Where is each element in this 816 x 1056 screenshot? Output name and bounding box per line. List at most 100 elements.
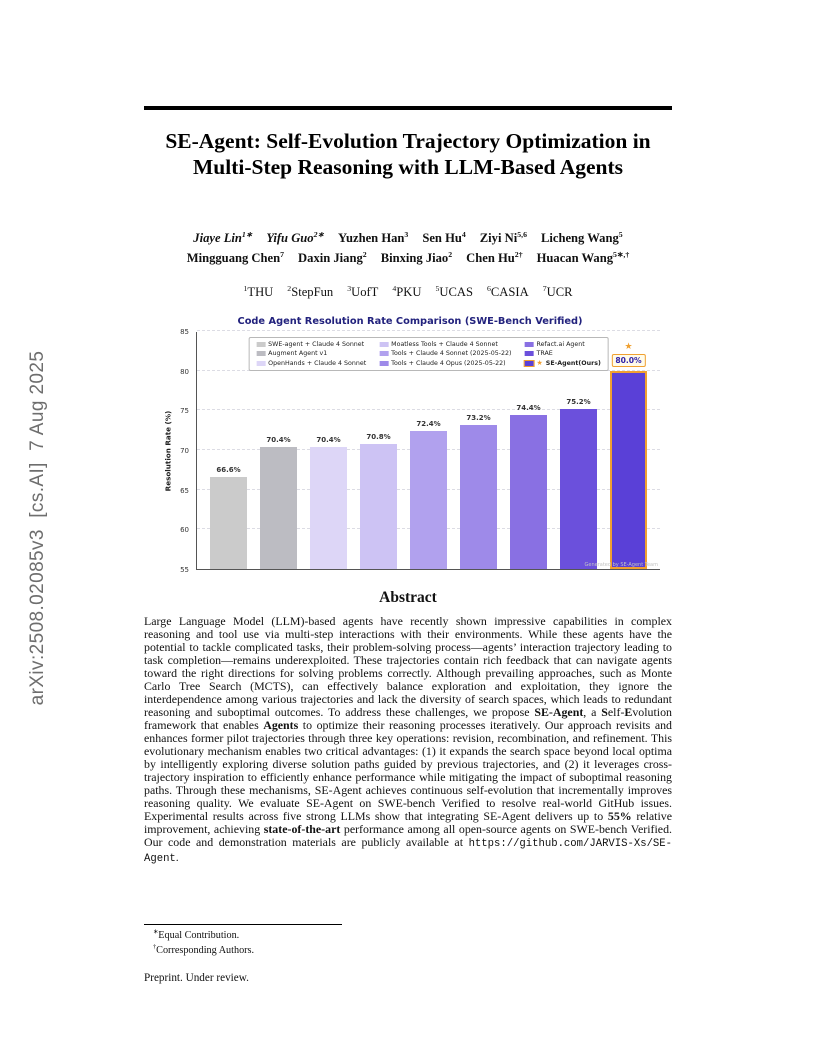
legend-item: ★ SE-Agent(Ours): [523, 359, 601, 367]
legend-item: Tools + Claude 4 Opus (2025-05-22): [379, 359, 511, 367]
author-name: Licheng Wang5: [540, 229, 623, 245]
bar-value-label: 74.4%: [516, 404, 541, 413]
author-name: Sen Hu4: [422, 229, 466, 245]
paper-title-line2: Multi-Step Reasoning with LLM-Based Agen…: [192, 155, 624, 179]
author-block: Jiaye Lin1∗ Yifu Guo2∗ Yuzhen Han3 Sen Hu4 Z…: [84, 229, 732, 271]
author-name: Huacan Wang5∗,†: [536, 249, 630, 265]
abstract-segment: to optimize their reasoning processes it…: [144, 718, 672, 823]
abstract-text: Large Language Model (LLM)-based agents …: [144, 615, 672, 866]
affiliation: 7UCR: [542, 283, 573, 299]
author-name: Jiaye Lin1∗: [193, 229, 253, 245]
legend-label: Moatless Tools + Claude 4 Sonnet: [391, 341, 498, 348]
chart-bar: [410, 430, 447, 569]
affiliation: 2StepFun: [287, 283, 334, 299]
legend-label: Refact.ai Agent: [536, 341, 585, 348]
affiliation: 5UCAS: [435, 283, 473, 299]
bar-value-label: 70.8%: [366, 432, 391, 441]
chart-bar-group: 72.4%: [410, 332, 447, 569]
chart-y-ticks: 55 60 65 70 75 80 85: [170, 328, 192, 574]
chart-bar-group: 70.4%: [310, 332, 347, 569]
paper-title: SE-Agent: Self-Evolution Trajectory Opti…: [84, 128, 732, 180]
chart-bar: [510, 415, 547, 569]
y-tick-label: 55: [180, 566, 189, 574]
chart-bar-group: 66.6%: [210, 332, 247, 569]
abstract-segment: E: [624, 705, 633, 719]
abstract-segment: , a: [583, 705, 602, 719]
chart-bar: [560, 408, 597, 569]
legend-swatch: [379, 360, 389, 366]
footnotes: ∗Equal Contribution. †Corresponding Autho…: [144, 929, 672, 958]
y-tick-label: 70: [180, 447, 189, 455]
bar-value-label: 75.2%: [566, 397, 591, 406]
legend-item: Refact.ai Agent: [524, 341, 601, 348]
y-tick-label: 65: [180, 486, 189, 495]
y-tick-label: 75: [180, 407, 189, 416]
legend-item: Moatless Tools + Claude 4 Sonnet: [379, 341, 511, 348]
affiliation: 6CASIA: [486, 283, 529, 299]
legend-item: Augment Agent v1: [256, 350, 366, 357]
abstract-segment: volution framework that enables: [144, 705, 672, 732]
abstract-segment: performance among all open-source agents…: [144, 822, 672, 849]
legend-item: OpenHands + Claude 4 Sonnet: [256, 359, 366, 367]
affiliation-row: 1THU 2StepFun 3UofT 4PKU 5UCAS 6CASIA 7UCR: [84, 283, 732, 300]
abstract-segment: SE-Agent: [534, 705, 584, 719]
legend-swatch: [256, 351, 266, 356]
affiliation: 1THU: [243, 283, 274, 299]
legend-item: TRAE: [524, 350, 601, 357]
abstract-heading: Abstract: [379, 589, 437, 606]
gridline: [197, 409, 660, 411]
chart-bar: [460, 424, 497, 569]
author-name: Mingguang Chen7: [186, 249, 285, 265]
bar-value-label: 80.0%: [611, 353, 646, 367]
abstract-segment: Agents: [263, 718, 299, 732]
github-link[interactable]: https://github.com/JARVIS-Xs/SE-Agent: [144, 838, 672, 865]
y-tick-label: 80: [180, 367, 189, 376]
chart-bars: 66.6% 70.4% 70.4% 70.8% 72.4% 73.2% 74.4% 75.2%…: [197, 332, 660, 569]
author-row-2: Mingguang Chen7 Daxin Jiang2 Binxing Jiao2…: [84, 249, 732, 266]
abstract-segment: state-of-the-art: [263, 822, 341, 836]
legend-label: Augment Agent v1: [268, 350, 328, 357]
author-name: Binxing Jiao2: [380, 249, 453, 265]
chart-title: Code Agent Resolution Rate Comparison (S…: [237, 316, 583, 327]
chart-watermark-text: Generated by SE-Agent Team: [584, 562, 658, 568]
legend-label: OpenHands + Claude 4 Sonnet: [268, 359, 367, 367]
abstract-segment: Large Language Model (LLM)-based agents …: [144, 614, 672, 719]
chart-bar-group: 80.0% ★: [610, 332, 647, 569]
star-icon: ★: [624, 341, 633, 352]
legend-swatch: [524, 351, 534, 356]
title-rule: [144, 106, 672, 110]
chart-bar: [610, 370, 647, 569]
legend-label: TRAE: [536, 350, 553, 357]
results-chart-figure: Code Agent Resolution Rate Comparison (S…: [150, 316, 670, 574]
gridline: [197, 330, 660, 331]
chart-bar-group: 74.4%: [510, 332, 547, 569]
abstract-segment: 55%: [607, 809, 632, 823]
chart-bar: [310, 446, 347, 569]
author-name: Yifu Guo2∗: [266, 229, 325, 245]
author-name: Ziyi Ni5,6: [479, 229, 527, 245]
legend-label: Tools + Claude 4 Opus (2025-05-22): [391, 359, 506, 367]
star-icon: ★: [536, 359, 543, 367]
footnote: †Corresponding Authors.: [153, 943, 255, 956]
chart-bar: [360, 443, 397, 569]
author-row-1: Jiaye Lin1∗ Yifu Guo2∗ Yuzhen Han3 Sen Hu4 Z…: [84, 229, 732, 246]
chart-bar: [260, 446, 297, 569]
footnote: ∗Equal Contribution.: [153, 928, 240, 941]
author-name: Daxin Jiang2: [298, 249, 367, 265]
legend-swatch: [379, 351, 389, 356]
abstract-segment: elf-: [607, 705, 625, 719]
author-name: Yuzhen Han3: [338, 229, 409, 245]
author-name: Chen Hu2†: [466, 249, 523, 265]
legend-swatch: [523, 359, 535, 367]
chart-plot-area: 66.6% 70.4% 70.4% 70.8% 72.4% 73.2% 74.4% 75.2%…: [196, 330, 660, 570]
chart-body: Resolution Rate (%) 55 60 65 70 75 80 85 66.6%…: [164, 328, 660, 574]
preprint-note: Preprint. Under review.: [144, 972, 249, 984]
legend-label: SWE-agent + Claude 4 Sonnet: [268, 341, 365, 348]
bar-value-label: 70.4%: [266, 435, 291, 444]
footnote-rule: [144, 924, 342, 925]
abstract-segment: relative improvement, achieving: [144, 809, 672, 836]
chart-bar-group: 75.2%: [560, 332, 597, 569]
abstract-segment: .: [175, 850, 179, 864]
legend-swatch: [256, 360, 266, 366]
